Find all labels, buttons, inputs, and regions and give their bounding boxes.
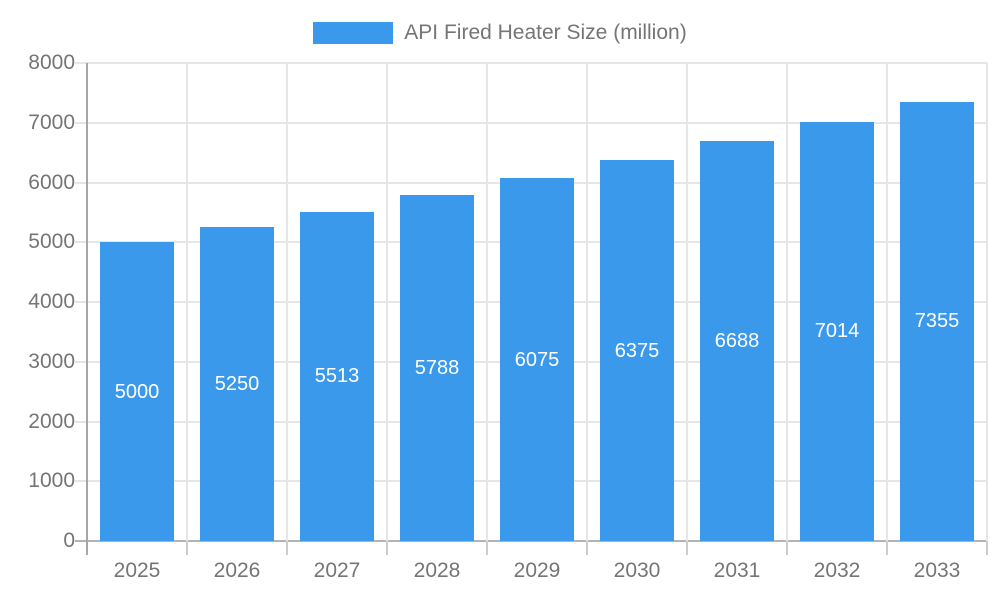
x-axis-tick xyxy=(786,541,788,555)
legend: API Fired Heater Size (million) xyxy=(0,20,1000,46)
v-gridline xyxy=(786,63,788,541)
x-axis-tick xyxy=(886,541,888,555)
y-axis-tick-label: 4000 xyxy=(28,290,75,313)
x-axis-category-label: 2031 xyxy=(713,559,761,582)
v-gridline xyxy=(586,63,588,541)
bar-value-label: 5000 xyxy=(114,380,160,403)
x-axis-tick xyxy=(486,541,488,555)
bar-value-label: 6688 xyxy=(714,330,760,353)
y-gridline xyxy=(75,121,987,124)
y-axis-tick-label: 5000 xyxy=(28,230,75,254)
bar-value-label: 6075 xyxy=(514,348,560,371)
plot-area: 0 1000 2000 3000 4000 5000 6000 7000 8000 5000 202… xyxy=(28,51,988,582)
bar-value-label: 7014 xyxy=(814,320,860,343)
x-axis-tick xyxy=(686,541,688,555)
y-axis-line xyxy=(86,63,88,555)
bar[interactable]: 6075 xyxy=(500,178,574,541)
bar[interactable]: 5000 xyxy=(100,242,174,541)
v-gridline xyxy=(386,63,388,541)
bar-value-label: 6375 xyxy=(614,339,660,362)
v-gridline xyxy=(286,63,288,541)
x-axis-category-label: 2026 xyxy=(213,559,261,582)
y-axis-tick-label: 6000 xyxy=(28,170,75,194)
x-axis-tick xyxy=(386,541,388,555)
y-axis-tick-label: 8000 xyxy=(28,51,75,74)
bar-value-label: 5250 xyxy=(214,373,260,396)
v-gridline xyxy=(986,63,988,541)
bar[interactable]: 6688 xyxy=(700,141,774,541)
y-axis-tick-label: 7000 xyxy=(28,110,75,134)
y-axis-tick-label: 2000 xyxy=(28,409,75,433)
bar[interactable]: 5513 xyxy=(300,211,374,541)
x-axis-category-label: 2030 xyxy=(613,559,661,582)
bar[interactable]: 5250 xyxy=(200,227,274,541)
v-gridline xyxy=(886,63,888,541)
x-axis-category-label: 2033 xyxy=(913,559,961,582)
y-gridline xyxy=(75,62,987,64)
x-axis-tick xyxy=(186,541,188,555)
v-gridline xyxy=(186,63,188,541)
y-axis-tick-label: 0 xyxy=(63,529,75,552)
x-axis-category-label: 2032 xyxy=(813,559,861,582)
legend-swatch-icon xyxy=(313,22,394,44)
v-gridline xyxy=(686,63,688,541)
bar[interactable]: 6375 xyxy=(600,160,674,541)
bar-value-label: 7355 xyxy=(914,310,960,333)
bar[interactable]: 7355 xyxy=(900,101,974,541)
x-axis-tick xyxy=(286,541,288,555)
bar[interactable]: 7014 xyxy=(800,121,874,541)
x-axis-tick xyxy=(586,541,588,555)
y-axis-tick-label: 3000 xyxy=(28,349,75,373)
y-axis-tick-label: 1000 xyxy=(28,469,75,493)
bar[interactable]: 5788 xyxy=(400,195,474,541)
bar-value-label: 5788 xyxy=(414,357,460,380)
x-axis-category-label: 2028 xyxy=(413,559,461,582)
legend-label: API Fired Heater Size (million) xyxy=(404,21,687,44)
x-axis-category-label: 2027 xyxy=(313,559,361,582)
x-axis-category-label: 2029 xyxy=(513,559,561,582)
v-gridline xyxy=(486,63,488,541)
x-axis-line xyxy=(75,540,987,542)
x-axis-category-label: 2025 xyxy=(113,559,161,582)
x-axis-tick xyxy=(986,541,988,555)
bar-value-label: 5513 xyxy=(314,365,360,388)
